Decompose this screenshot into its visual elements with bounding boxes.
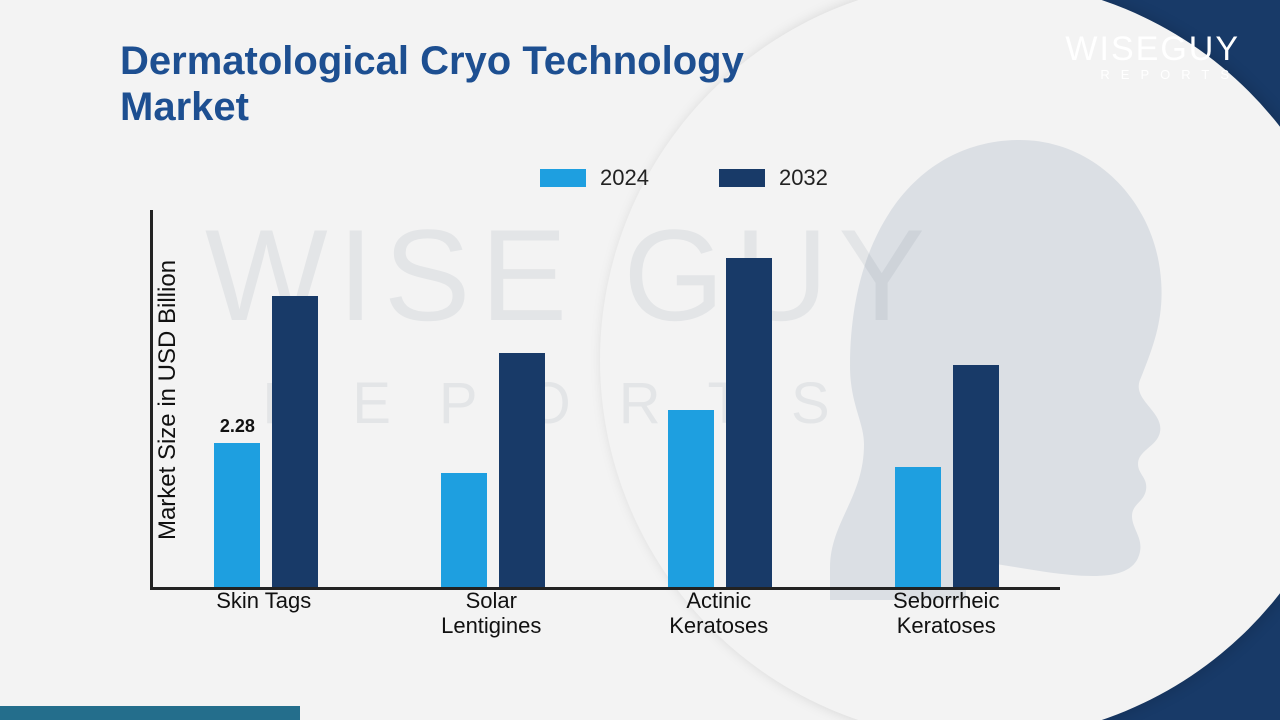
x-axis-label: Actinic Keratoses [605, 588, 833, 648]
plot: 2.28 [150, 210, 1060, 590]
legend-swatch-2032 [719, 169, 765, 187]
bottom-strip [0, 706, 300, 720]
logo-line1: WISEGUY [1065, 30, 1240, 69]
legend-label-2032: 2032 [779, 165, 828, 191]
bar [441, 473, 487, 587]
bar-group [607, 210, 834, 587]
legend-item-2032: 2032 [719, 165, 828, 191]
bar [499, 353, 545, 587]
canvas: WISE GUY REPORTS Dermatological Cryo Tec… [0, 0, 1280, 720]
chart-title: Dermatological Cryo Technology Market [120, 38, 760, 130]
brand-logo: WISEGUY REPORTS [1065, 30, 1240, 82]
bar [214, 443, 260, 587]
x-axis-label: Solar Lentigines [378, 588, 606, 648]
bar [668, 410, 714, 587]
bar [726, 258, 772, 587]
bar [953, 365, 999, 587]
legend-label-2024: 2024 [600, 165, 649, 191]
x-axis-label: Skin Tags [150, 588, 378, 648]
logo-word-guy: GUY [1160, 30, 1240, 68]
legend-item-2024: 2024 [540, 165, 649, 191]
logo-line2: REPORTS [1065, 67, 1240, 82]
legend: 2024 2032 [540, 165, 828, 191]
legend-swatch-2024 [540, 169, 586, 187]
bar-group [380, 210, 607, 587]
bar-group: 2.28 [153, 210, 380, 587]
bar-groups: 2.28 [153, 210, 1060, 587]
bar-value-label: 2.28 [197, 416, 277, 437]
x-axis-label: Seborrheic Keratoses [833, 588, 1061, 648]
chart-area: Market Size in USD Billion 2.28 Skin Tag… [120, 210, 1060, 630]
logo-word-wise: WISE [1065, 30, 1160, 68]
bar-group [833, 210, 1060, 587]
bar [895, 467, 941, 587]
x-axis-labels: Skin TagsSolar LentiginesActinic Keratos… [150, 588, 1060, 648]
bar [272, 296, 318, 587]
